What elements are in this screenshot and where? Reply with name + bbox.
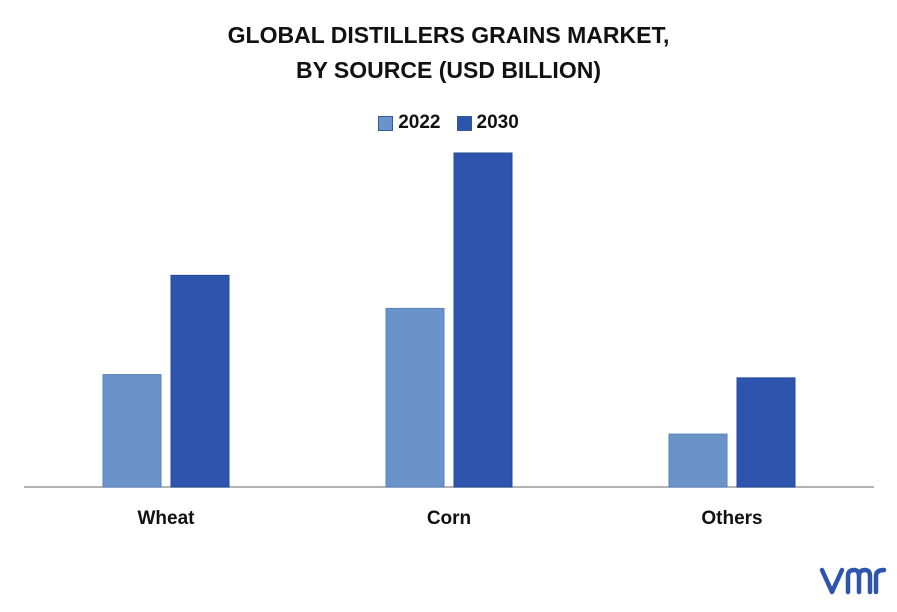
legend-label-2022: 2022 [398,112,441,133]
x-tick-label-others: Others [701,508,762,529]
legend-swatch-2022 [378,115,394,131]
chart-legend: 2022 2030 [0,112,897,134]
bar-corn-2022 [385,307,445,488]
chart-title-line-2: BY SOURCE (USD BILLION) [296,57,601,83]
bar-corn-2030 [453,152,513,488]
chart-title-line-1: GLOBAL DISTILLERS GRAINS MARKET, [227,22,670,48]
bar-wheat-2022 [102,374,162,488]
x-tick-label-wheat: Wheat [138,508,196,529]
bar-others-2030 [736,377,796,488]
bar-others-2022 [668,433,728,488]
vmr-logo [819,567,887,595]
x-tick-label-corn: Corn [427,508,471,529]
legend-label-2030: 2030 [476,112,519,133]
bar-wheat-2030 [170,274,230,488]
chart-title: GLOBAL DISTILLERS GRAINS MARKET, BY SOUR… [0,18,897,88]
legend-item-2030: 2030 [456,112,519,134]
legend-item-2022: 2022 [378,112,441,134]
legend-swatch-2030 [456,115,472,131]
